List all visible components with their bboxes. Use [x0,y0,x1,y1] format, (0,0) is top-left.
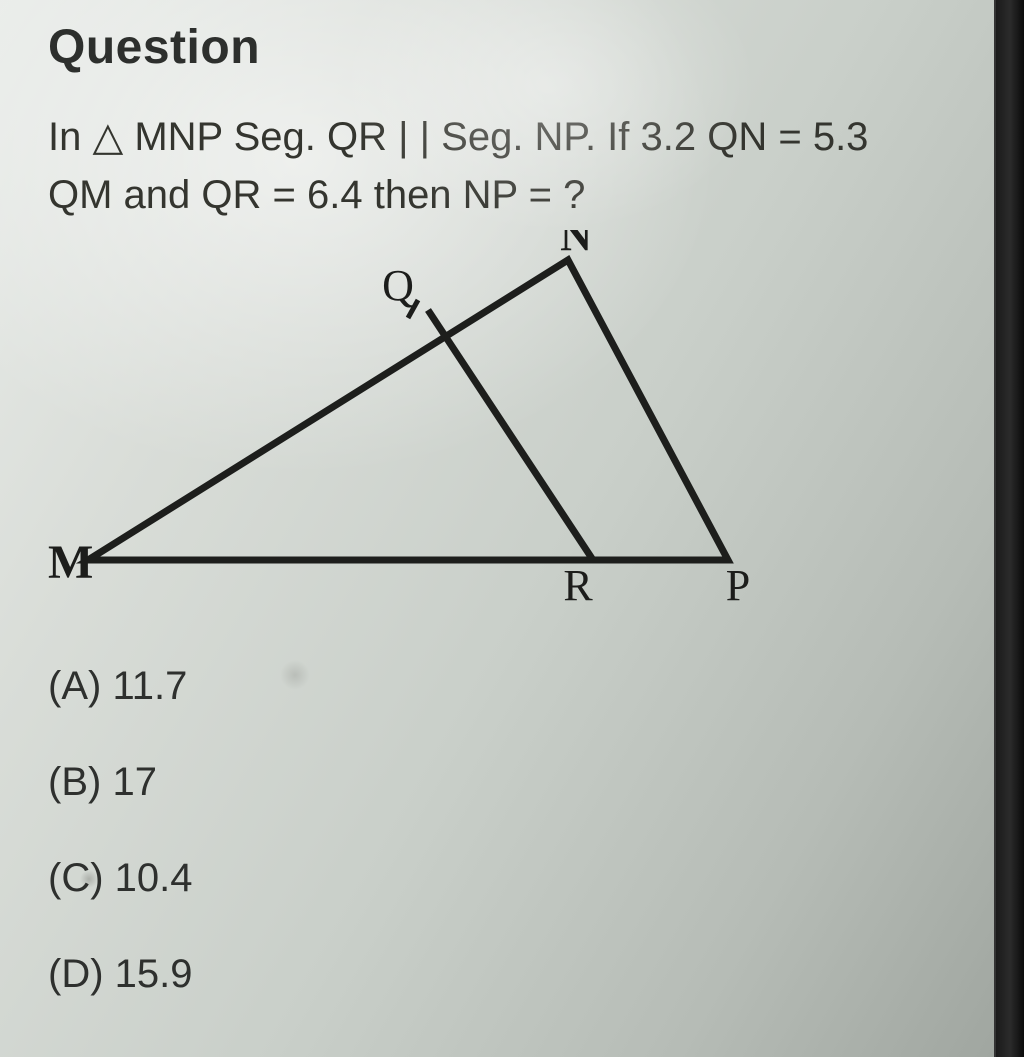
option-a[interactable]: (A) 11.7 [48,638,193,734]
paper-smudge [280,660,310,690]
option-b-text: 17 [112,760,157,804]
option-c-text: 10.4 [115,856,193,900]
paper-smudge [80,870,98,888]
option-b[interactable]: (B) 17 [48,734,193,830]
option-d-letter: (D) [48,952,104,996]
device-bezel [994,0,1024,1057]
label-n: N [560,230,592,260]
option-c[interactable]: (C) 10.4 [48,830,193,926]
question-text: In △ MNP Seg. QR | | Seg. NP. If 3.2 QN … [48,108,948,224]
answer-options: (A) 11.7 (B) 17 (C) 10.4 (D) 15.9 [48,638,193,1022]
option-d-text: 15.9 [115,952,193,996]
page-surface: Question In △ MNP Seg. QR | | Seg. NP. I… [0,0,996,1057]
question-heading: Question [48,20,260,75]
segment-qr [428,310,593,560]
option-a-text: 11.7 [112,664,187,708]
question-line-2: QM and QR = 6.4 then NP = ? [48,173,585,217]
label-m: M [48,536,93,589]
triangle-diagram: M R P Q N [38,230,798,610]
question-line-1: In △ MNP Seg. QR | | Seg. NP. If 3.2 QN … [48,115,868,159]
label-r: R [563,561,593,610]
label-q: Q [382,261,414,310]
option-a-letter: (A) [48,664,101,708]
label-p: P [726,561,750,610]
option-b-letter: (B) [48,760,101,804]
option-d[interactable]: (D) 15.9 [48,926,193,1022]
